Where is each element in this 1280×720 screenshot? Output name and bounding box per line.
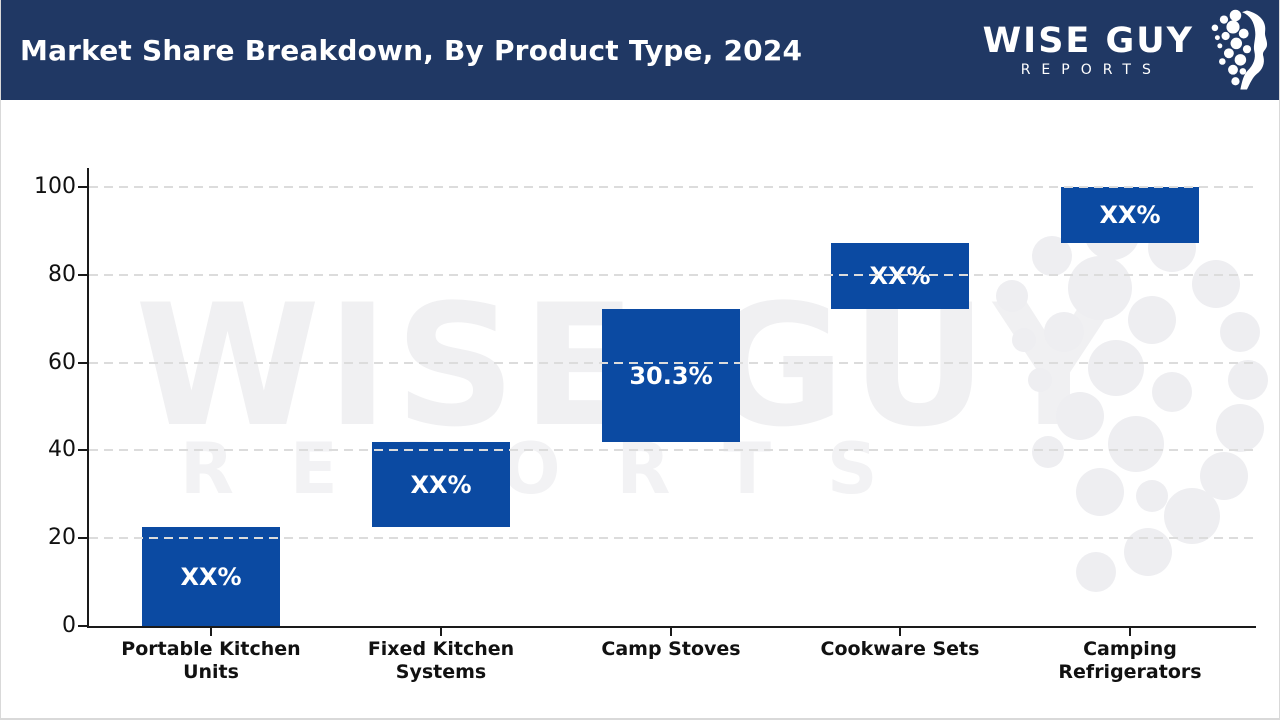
watermark-text-reports: REPORTS (180, 428, 934, 510)
x-axis-tick (899, 628, 901, 636)
y-axis-tick-label: 80 (48, 261, 76, 287)
y-axis-tick-label: 60 (48, 349, 76, 375)
gridline-20 (89, 537, 1256, 540)
gridline-40 (89, 449, 1256, 452)
bar-value-label: XX% (869, 262, 931, 291)
bar-value-label: 30.3% (629, 361, 713, 390)
y-axis-tick (78, 449, 87, 452)
bar-cookware-sets: XX% (831, 243, 969, 310)
x-axis-label-portable-kitchen-units: Portable Kitchen Units (121, 638, 301, 683)
y-axis-tick-label: 40 (48, 437, 76, 463)
y-axis-tick (78, 186, 87, 188)
x-axis-tick (210, 628, 212, 636)
x-axis-tick (1129, 628, 1131, 636)
y-axis-tick (78, 273, 87, 276)
x-axis-tick (440, 628, 442, 636)
gridline-100 (89, 186, 1256, 188)
header-bar: Market Share Breakdown, By Product Type,… (0, 0, 1280, 100)
brand-logo: WISE GUY REPORTS (983, 4, 1270, 96)
bar-camp-stoves: 30.3% (602, 309, 740, 443)
page-title: Market Share Breakdown, By Product Type,… (20, 33, 803, 67)
x-axis-line (87, 626, 1256, 628)
bar-value-label: XX% (1099, 201, 1161, 230)
watermark-face-logo (996, 204, 1268, 592)
y-axis-tick-label: 100 (34, 174, 76, 199)
bar-camping-refrigerators: XX% (1061, 187, 1199, 244)
brand-logo-face-icon (1211, 9, 1268, 90)
x-axis-label-fixed-kitchen-systems: Fixed Kitchen Systems (367, 638, 515, 683)
x-axis-label-camp-stoves: Camp Stoves (601, 638, 741, 660)
brand-logo-subtitle: REPORTS (1020, 61, 1162, 78)
x-axis-tick (670, 628, 672, 636)
gridline-60 (89, 361, 1256, 364)
y-axis-tick (78, 625, 87, 627)
bar-fixed-kitchen-systems: XX% (372, 442, 510, 528)
y-axis-tick-label: 20 (48, 525, 76, 551)
x-axis-label-camping-refrigerators: Camping Refrigerators (1058, 638, 1202, 683)
brand-logo-wordmark: WISE GUY (982, 20, 1194, 61)
y-axis-tick-label: 0 (62, 613, 76, 638)
y-axis-tick (78, 361, 87, 364)
bar-value-label: XX% (180, 562, 242, 591)
bar-portable-kitchen-units: XX% (142, 527, 280, 626)
y-axis-line (87, 168, 89, 628)
y-axis-tick (78, 537, 87, 540)
gridline-80 (89, 273, 1256, 276)
bar-value-label: XX% (410, 470, 472, 499)
x-axis-label-cookware-sets: Cookware Sets (820, 638, 980, 660)
